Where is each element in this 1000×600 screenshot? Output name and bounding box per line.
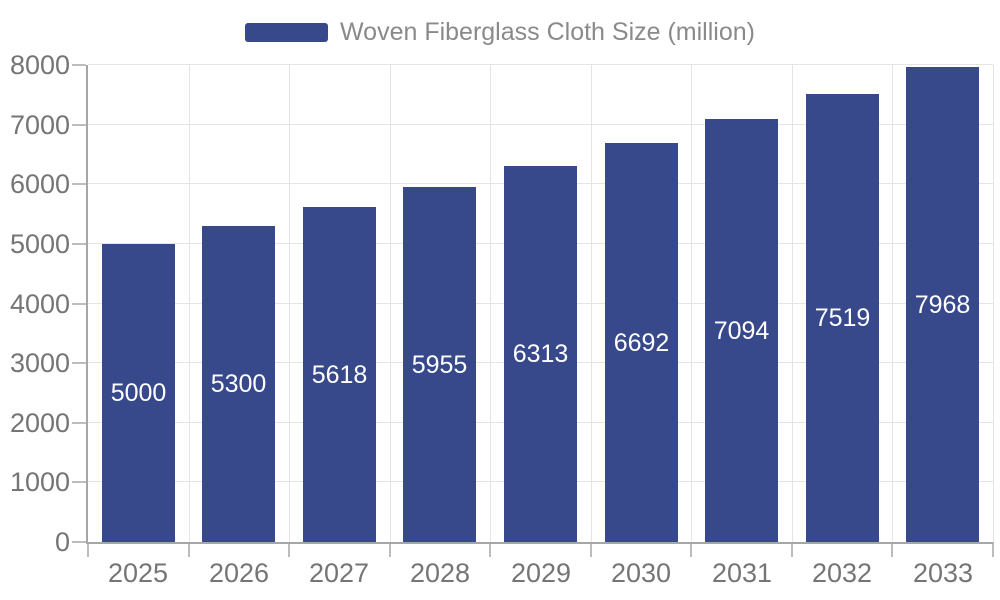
gridline-vertical xyxy=(390,65,391,542)
x-axis-line xyxy=(86,542,993,544)
x-axis-tick xyxy=(389,542,391,557)
gridline-vertical xyxy=(892,65,893,542)
bar-value-label: 7519 xyxy=(814,304,871,332)
x-axis-tick xyxy=(489,542,491,557)
y-axis-label: 7000 xyxy=(10,110,71,140)
bar-value-label: 5618 xyxy=(311,361,368,389)
x-axis-label: 2027 xyxy=(308,558,370,588)
x-axis-label: 2031 xyxy=(711,558,773,588)
bar-2028[interactable]: 5955 xyxy=(403,187,476,542)
bar-value-label: 5000 xyxy=(110,379,167,407)
x-axis-tick xyxy=(791,542,793,557)
bar-2030[interactable]: 6692 xyxy=(605,143,678,542)
y-axis-tick xyxy=(72,541,86,543)
bar-2026[interactable]: 5300 xyxy=(202,226,275,542)
y-axis-line xyxy=(86,65,88,544)
x-axis-tick xyxy=(690,542,692,557)
bar-value-label: 7094 xyxy=(713,317,770,345)
y-axis-label: 0 xyxy=(54,527,70,557)
bar-value-label: 6313 xyxy=(512,340,569,368)
x-axis-tick xyxy=(87,542,89,557)
y-axis-tick xyxy=(72,481,86,483)
gridline-vertical xyxy=(289,65,290,542)
y-axis-label: 3000 xyxy=(10,348,71,378)
x-axis-label: 2025 xyxy=(107,558,169,588)
bar-2027[interactable]: 5618 xyxy=(303,207,376,542)
x-axis-tick xyxy=(590,542,592,557)
legend-swatch xyxy=(245,22,329,42)
bar-value-label: 6692 xyxy=(613,329,670,357)
gridline-vertical xyxy=(591,65,592,542)
bar-value-label: 5300 xyxy=(210,370,267,398)
bar-2029[interactable]: 6313 xyxy=(504,166,577,542)
x-axis-tick xyxy=(288,542,290,557)
y-axis-label: 6000 xyxy=(10,169,71,199)
y-axis-tick xyxy=(72,303,86,305)
bar-2031[interactable]: 7094 xyxy=(705,119,778,542)
gridline-vertical xyxy=(691,65,692,542)
y-axis-tick xyxy=(72,64,86,66)
x-axis-label: 2026 xyxy=(208,558,270,588)
gridline-vertical xyxy=(792,65,793,542)
bar-value-label: 5955 xyxy=(411,351,468,379)
y-axis-label: 5000 xyxy=(10,229,71,259)
x-axis-label: 2033 xyxy=(912,558,974,588)
gridline-horizontal xyxy=(88,124,993,125)
gridline-vertical xyxy=(189,65,190,542)
y-axis-label: 8000 xyxy=(10,50,71,80)
y-axis-tick xyxy=(72,124,86,126)
x-axis-label: 2028 xyxy=(409,558,471,588)
bar-2032[interactable]: 7519 xyxy=(806,94,879,542)
y-axis-tick xyxy=(72,183,86,185)
gridline-vertical xyxy=(993,65,994,542)
y-axis-tick xyxy=(72,422,86,424)
y-axis-label: 4000 xyxy=(10,289,71,319)
x-axis-label: 2032 xyxy=(811,558,873,588)
bar-2033[interactable]: 7968 xyxy=(906,67,979,542)
x-axis-label: 2030 xyxy=(610,558,672,588)
x-axis-tick xyxy=(992,542,994,557)
y-axis-label: 2000 xyxy=(10,408,71,438)
x-axis-label: 2029 xyxy=(510,558,572,588)
y-axis-tick xyxy=(72,243,86,245)
x-axis-tick xyxy=(188,542,190,557)
gridline-horizontal xyxy=(88,64,993,65)
legend-label: Woven Fiberglass Cloth Size (million) xyxy=(340,18,755,46)
legend-item[interactable]: Woven Fiberglass Cloth Size (million) xyxy=(0,17,1000,47)
bar-2025[interactable]: 5000 xyxy=(102,244,175,542)
y-axis-label: 1000 xyxy=(10,467,71,497)
bar-value-label: 7968 xyxy=(914,291,971,319)
gridline-vertical xyxy=(490,65,491,542)
y-axis-tick xyxy=(72,362,86,364)
x-axis-tick xyxy=(891,542,893,557)
